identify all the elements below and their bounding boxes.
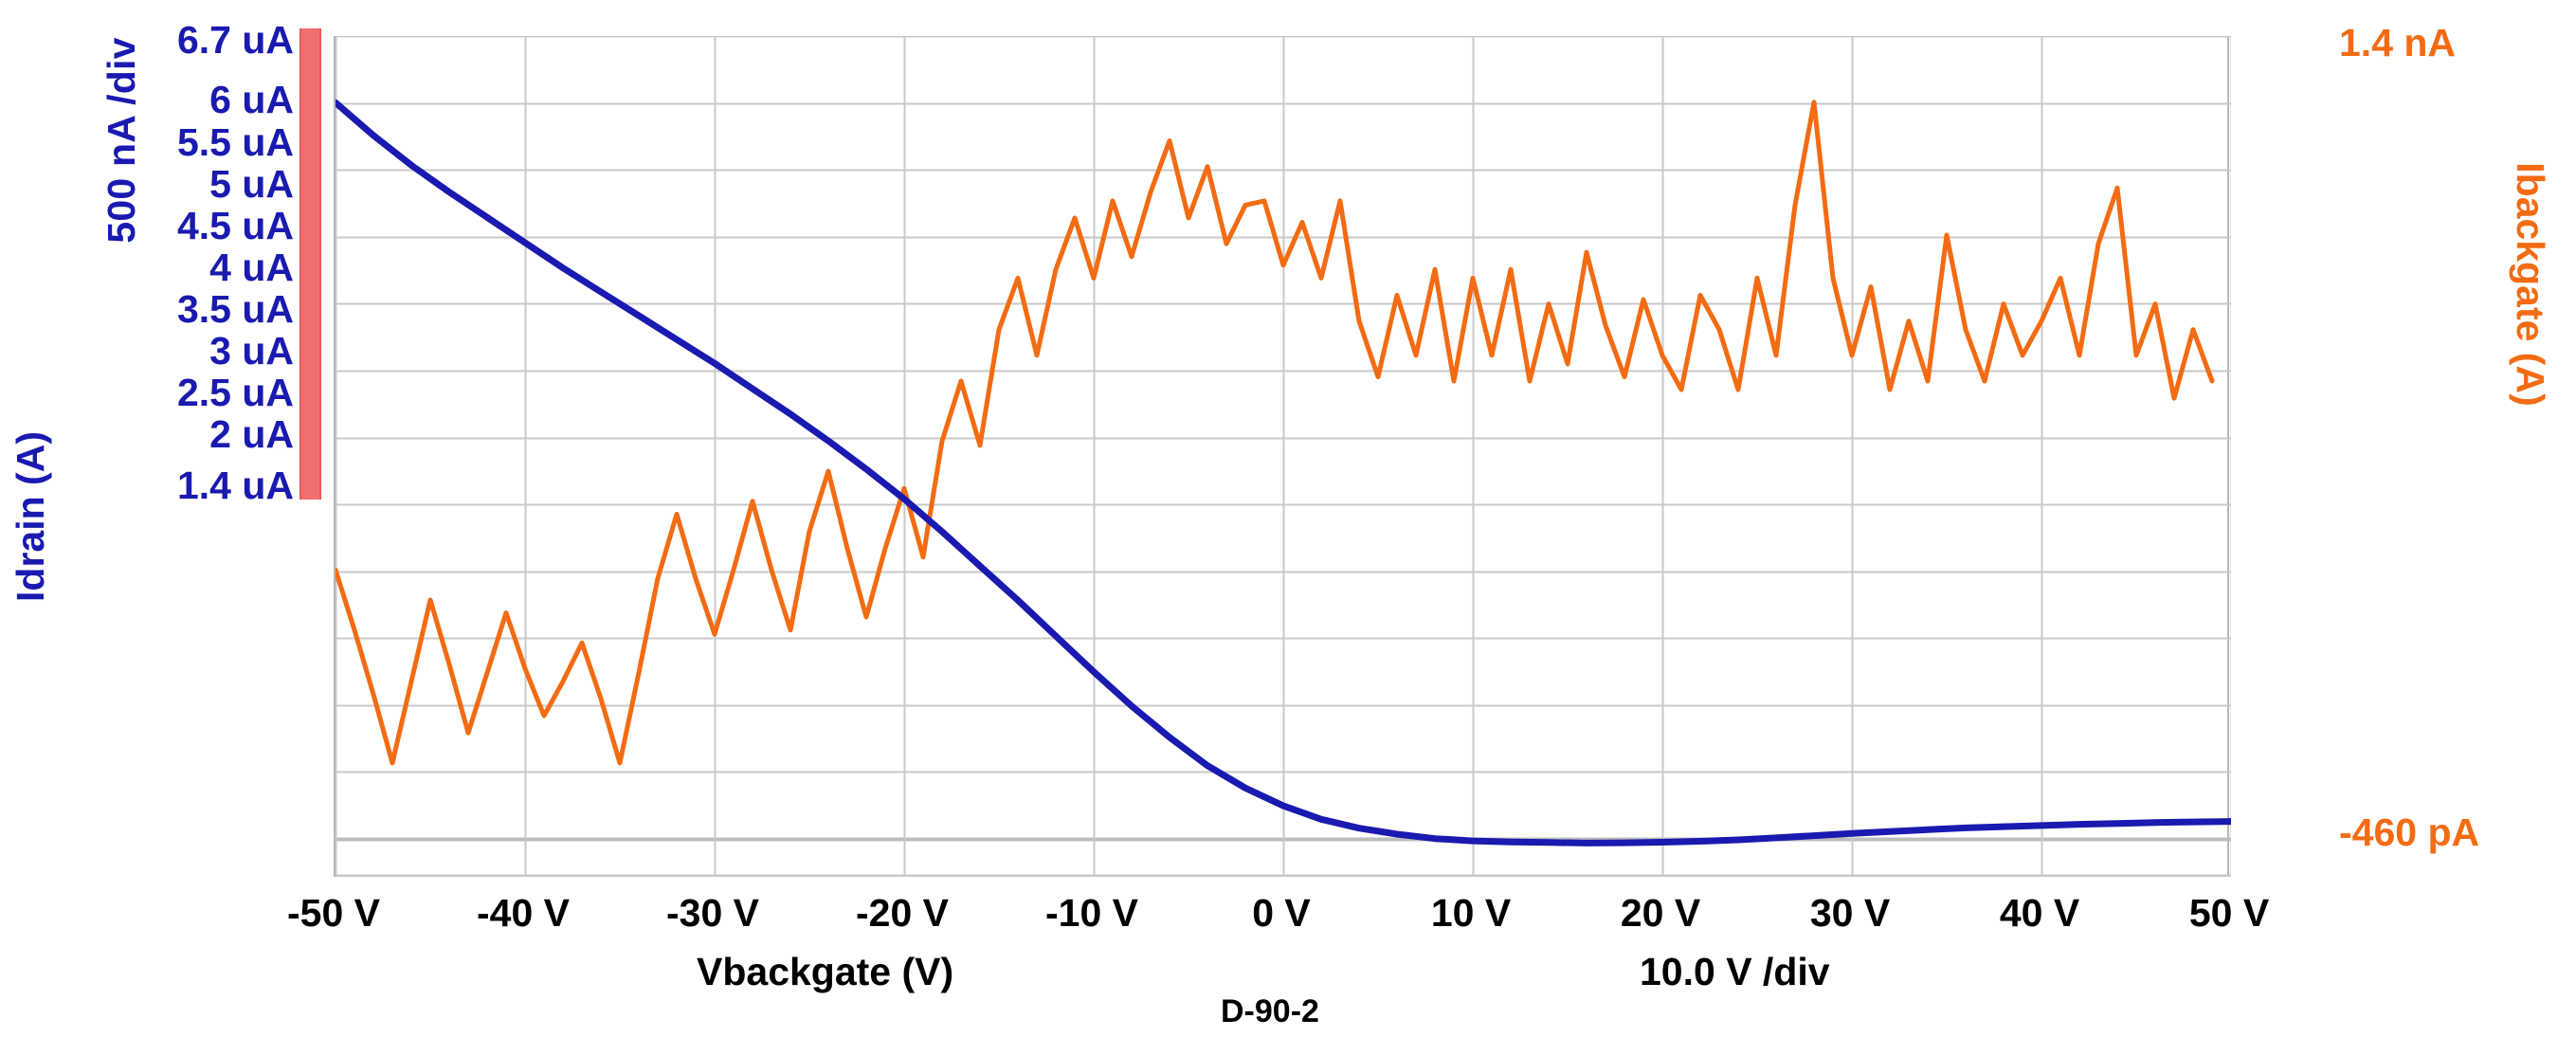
x-axis-tick: 20 V (1620, 891, 1701, 935)
x-axis-tick: 50 V (2188, 891, 2270, 935)
x-axis-tick: 30 V (1809, 891, 1891, 935)
left-axis-tick: 6.7 uA (176, 18, 294, 62)
plot-svg (336, 36, 2231, 877)
ibackgate-trace (336, 100, 2215, 766)
right-axis-max-label: 1.4 nA (2339, 21, 2457, 64)
left-axis-tick: 4 uA (209, 246, 294, 289)
left-axis-tick: 4.5 uA (176, 204, 294, 247)
right-axis-title: Ibackgate (A) (2509, 162, 2553, 407)
device-id-label: D-90-2 (1221, 993, 1319, 1029)
x-axis-tick: -50 V (287, 891, 380, 935)
left-axis-tick: 1.4 uA (176, 464, 294, 507)
left-axis-tick: 2 uA (209, 412, 294, 456)
left-axis-tick: 2.5 uA (176, 371, 294, 414)
left-axis-tick: 3 uA (209, 329, 294, 373)
vertical-gridlines (336, 36, 2231, 877)
left-axis-tick: 6 uA (209, 78, 294, 121)
x-axis-tick: 10 V (1430, 891, 1512, 935)
idrain-trace (336, 99, 2231, 846)
left-axis-tick: 5.5 uA (176, 120, 294, 164)
range-indicator-bar (299, 28, 321, 500)
right-axis-min-label: -460 pA (2339, 810, 2480, 854)
x-axis-scale-label: 10.0 V /div (1640, 950, 1830, 993)
x-axis-tick: 0 V (1252, 891, 1311, 935)
left-axis-tick: 5 uA (209, 162, 294, 206)
x-axis-tick: -40 V (477, 891, 570, 935)
left-axis-tick: 3.5 uA (176, 287, 294, 331)
x-axis-tick: -30 V (666, 891, 759, 935)
x-axis-tick: -10 V (1045, 891, 1138, 935)
x-axis-tick: -20 V (856, 891, 949, 935)
x-axis-title: Vbackgate (V) (697, 950, 954, 993)
x-axis-tick: 40 V (1999, 891, 2080, 935)
plot-area[interactable] (334, 36, 2231, 877)
